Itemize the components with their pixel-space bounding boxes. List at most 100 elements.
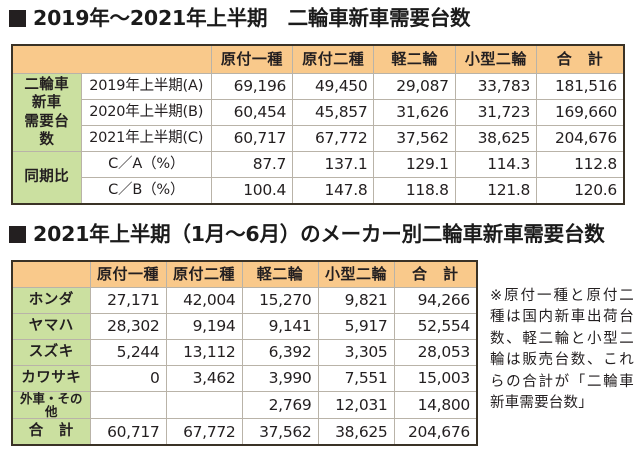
section-title-demand: 2019年〜2021年上半期 二輪車新車需要台数: [9, 6, 471, 30]
page-title: 2019年〜2021年上半期 二輪車新車需要台数: [33, 6, 471, 30]
cell-value: 3,462: [165, 365, 243, 392]
column-header-kei-nirin: 軽二輪: [373, 44, 456, 74]
cell-value: 129.1: [373, 151, 456, 178]
black-square-bullet-icon: [9, 225, 26, 243]
cell-value: 37,562: [373, 125, 456, 152]
row-label-total: 合 計: [11, 418, 91, 446]
cell-value: 121.8: [454, 177, 538, 205]
table-row: 2021年上半期(C) 60,717 67,772 37,562 38,625 …: [12, 125, 625, 152]
cell-value: 67,772: [292, 125, 375, 152]
cell-value: 147.8: [292, 177, 375, 205]
row-period-label: 2021年上半期(C): [80, 125, 212, 152]
column-header-gentsuki-1: 原付一種: [210, 44, 294, 74]
cell-value: 12,031: [317, 390, 395, 420]
cell-value: 31,626: [373, 99, 456, 126]
page-subtitle: 2021年上半期（1月〜6月）のメーカー別二輪車新車需要台数: [33, 222, 605, 246]
cell-value: 27,171: [89, 287, 167, 314]
cell-value: 31,723: [454, 99, 538, 126]
cell-value: 9,821: [317, 287, 395, 314]
cell-value: 7,551: [317, 365, 395, 392]
cell-value-total: 112.8: [536, 151, 625, 178]
table-header-row: 原付一種 原付二種 軽二輪 小型二輪 合 計: [11, 260, 478, 288]
table-row: ホンダ 27,171 42,004 15,270 9,821 94,266: [11, 287, 478, 314]
row-label-maker: ヤマハ: [11, 313, 91, 340]
cell-value-total: 52,554: [393, 313, 478, 340]
cell-value: 60,717: [89, 418, 167, 446]
cell-value: 6,392: [241, 339, 319, 366]
cell-value-total: 204,676: [536, 125, 625, 152]
row-period-label: C／B（%）: [80, 177, 212, 205]
cell-value: 37,562: [241, 418, 319, 446]
table-row: C／B（%） 100.4 147.8 118.8 121.8 120.6: [12, 177, 625, 205]
cell-value: 2,769: [241, 390, 319, 420]
cell-value: 28,302: [89, 313, 167, 340]
table-row: 2020年上半期(B) 60,454 45,857 31,626 31,723 …: [12, 99, 625, 126]
cell-value: 60,454: [210, 99, 294, 126]
table-row: カワサキ 0 3,462 3,990 7,551 15,003: [11, 365, 478, 392]
cell-value: 45,857: [292, 99, 375, 126]
row-period-label: C／A（%）: [80, 151, 212, 178]
group-label-line-3: 需要台数: [24, 113, 70, 148]
cell-value: 42,004: [165, 287, 243, 314]
table-row: スズキ 5,244 13,112 6,392 3,305 28,053: [11, 339, 478, 366]
cell-value: 15,270: [241, 287, 319, 314]
table-row: 二輪車 新車 需要台数 2019年上半期(A) 69,196 49,450 29…: [11, 73, 625, 152]
footnote-text: ※原付一種と原付二種は国内新車出荷台数、軽二輪と小型二輪は販売台数、これらの合計…: [490, 288, 634, 412]
cell-value: 29,087: [373, 73, 456, 100]
cell-value-total: 28,053: [393, 339, 478, 366]
row-group-label-demand: 二輪車 新車 需要台数: [11, 73, 82, 152]
cell-value: 118.8: [373, 177, 456, 205]
cell-value: 67,772: [165, 418, 243, 446]
cell-value-total: 169,660: [536, 99, 625, 126]
table-corner-cell: [11, 44, 212, 74]
cell-value: 38,625: [317, 418, 395, 446]
cell-value: 9,194: [165, 313, 243, 340]
row-group-label-ratio: 同期比: [11, 151, 82, 205]
cell-value: 5,244: [89, 339, 167, 366]
cell-value: 5,917: [317, 313, 395, 340]
black-square-bullet-icon: [9, 9, 26, 27]
cell-value-total: 181,516: [536, 73, 625, 100]
cell-value: 69,196: [210, 73, 294, 100]
section-title-maker: 2021年上半期（1月〜6月）のメーカー別二輪車新車需要台数: [9, 224, 605, 245]
demand-table: 原付一種 原付二種 軽二輪 小型二輪 合 計 二輪車 新車 需要台数 2019年…: [11, 44, 625, 205]
cell-value: 3,305: [317, 339, 395, 366]
group-label-line-2: 新車: [31, 95, 62, 112]
table-row: 同期比 C／A（%） 87.7 137.1 129.1 114.3 112.8: [11, 151, 625, 205]
cell-value: 3,990: [241, 365, 319, 392]
cell-value: 49,450: [292, 73, 375, 100]
cell-value: 38,625: [454, 125, 538, 152]
table-row: ヤマハ 28,302 9,194 9,141 5,917 52,554: [11, 313, 478, 340]
column-header-gentsuki-1: 原付一種: [89, 260, 167, 288]
maker-table: 原付一種 原付二種 軽二輪 小型二輪 合 計 ホンダ 27,171 42,004…: [11, 260, 478, 447]
cell-value: 137.1: [292, 151, 375, 178]
cell-value: 33,783: [454, 73, 538, 100]
cell-value: 114.3: [454, 151, 538, 178]
cell-value-total: 94,266: [393, 287, 478, 314]
table-row-total: 合 計 60,717 67,772 37,562 38,625 204,676: [11, 418, 478, 446]
cell-value: 13,112: [165, 339, 243, 366]
cell-value: 9,141: [241, 313, 319, 340]
group-label-line-1: 二輪車: [24, 77, 70, 94]
column-header-total: 合 計: [393, 260, 478, 288]
row-label-maker: カワサキ: [11, 365, 91, 392]
cell-value: 100.4: [210, 177, 294, 205]
column-header-gentsuki-2: 原付二種: [292, 44, 375, 74]
column-header-gentsuki-2: 原付二種: [165, 260, 243, 288]
cell-value: 60,717: [210, 125, 294, 152]
cell-value: [165, 390, 243, 420]
column-header-kei-nirin: 軽二輪: [241, 260, 319, 288]
cell-value-total: 14,800: [393, 390, 478, 420]
cell-value-total: 120.6: [536, 177, 625, 205]
cell-value: 0: [89, 365, 167, 392]
row-period-label: 2019年上半期(A): [80, 73, 212, 100]
cell-value: [89, 390, 167, 420]
row-label-maker: ホンダ: [11, 287, 91, 314]
column-header-kogata-nirin: 小型二輪: [317, 260, 395, 288]
cell-value-total: 204,676: [393, 418, 478, 446]
table-corner-cell: [11, 260, 91, 288]
table-row: 外車・その他 2,769 12,031 14,800: [11, 390, 478, 420]
column-header-total: 合 計: [536, 44, 625, 74]
row-period-label: 2020年上半期(B): [80, 99, 212, 126]
table-header-row: 原付一種 原付二種 軽二輪 小型二輪 合 計: [11, 44, 625, 74]
